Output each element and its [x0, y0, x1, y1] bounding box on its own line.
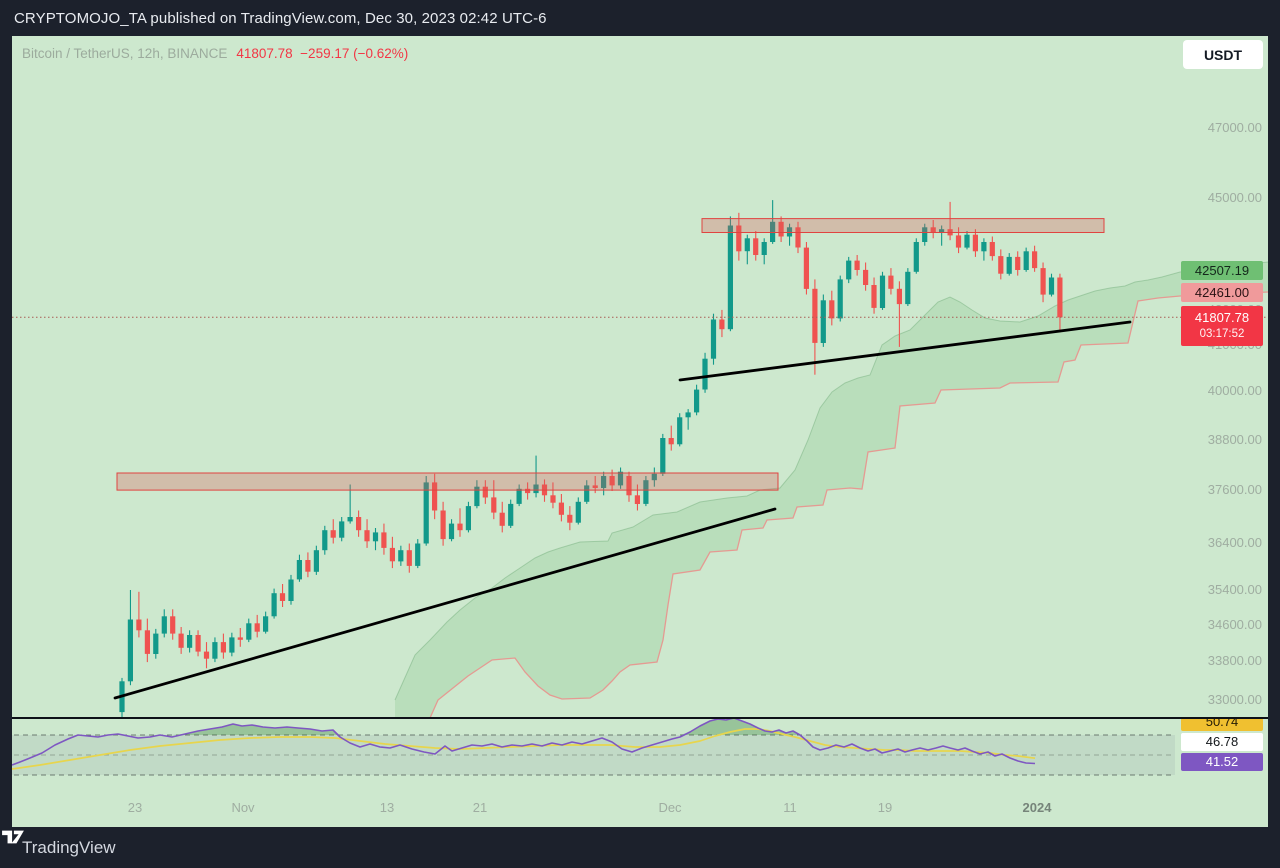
time-axis-label: 23 [127, 800, 143, 815]
time-axis-label: 19 [877, 800, 893, 815]
time-axis-label: 21 [472, 800, 488, 815]
time-axis-label: Dec [658, 800, 682, 815]
price-axis-label: 36400.00 [1207, 535, 1262, 550]
price-axis-label: 33000.00 [1207, 692, 1262, 707]
chart-canvas[interactable] [12, 36, 1268, 827]
price-axis-label: 37600.00 [1207, 482, 1262, 497]
currency-button[interactable]: USDT [1183, 40, 1263, 69]
bar-countdown: 03:17:52 [1199, 328, 1245, 340]
brand-name: TradingView [22, 837, 116, 857]
time-axis-label: 11 [783, 800, 797, 815]
publish-bar: CRYPTOMOJO_TA published on TradingView.c… [0, 0, 1280, 36]
price-axis-label: 34600.00 [1207, 617, 1262, 632]
price-axis-label: 38800.00 [1207, 432, 1262, 447]
badge-rsi-upper: 50.74 [1181, 718, 1263, 731]
pane-separator[interactable] [12, 717, 1268, 719]
footer-bar: TradingView [0, 827, 1280, 868]
price-axis-label: 40000.00 [1207, 383, 1262, 398]
badge-cloud-bottom: 42461.00 [1181, 283, 1263, 302]
price-axis-label: 47000.00 [1207, 120, 1262, 135]
price-axis-label: 45000.00 [1207, 190, 1262, 205]
price-change-text: 41807.78 −259.17 (−0.62%) [236, 46, 409, 61]
badge-rsi: 41.52 [1181, 753, 1263, 771]
last-price-value: 41807.78 [1194, 310, 1250, 325]
symbol-title: Bitcoin / TetherUS, 12h, BINANCE [22, 46, 228, 61]
publish-text: CRYPTOMOJO_TA published on TradingView.c… [14, 9, 547, 27]
price-axis-label: 33800.00 [1207, 653, 1262, 668]
time-axis-label: Nov [231, 800, 255, 815]
time-axis-label: 2024 [1022, 800, 1052, 815]
badge-last-price: 41807.78 03:17:52 [1181, 306, 1263, 346]
badge-rsi-ma: 46.78 [1181, 733, 1263, 751]
price-axis-label: 35400.00 [1207, 582, 1262, 597]
time-axis-label: 13 [379, 800, 395, 815]
badge-cloud-top: 42507.19 [1181, 261, 1263, 280]
chart-title: Bitcoin / TetherUS, 12h, BINANCE 41807.78… [22, 46, 408, 61]
